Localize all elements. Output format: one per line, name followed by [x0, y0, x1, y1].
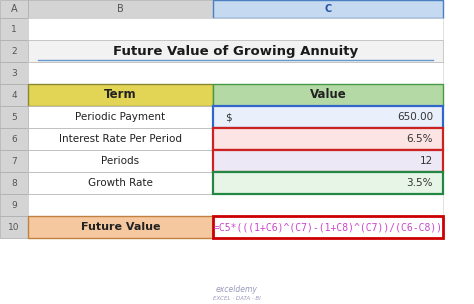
Text: 4: 4 [11, 91, 17, 99]
Text: Periodic Payment: Periodic Payment [75, 112, 165, 122]
Bar [213, 172, 443, 194]
Text: $: $ [225, 112, 232, 122]
Bar [28, 40, 443, 62]
Bar [28, 150, 213, 172]
Text: Term: Term [104, 88, 137, 102]
Bar [0, 18, 28, 40]
Text: A: A [11, 4, 18, 14]
Bar [213, 216, 443, 238]
Text: Interest Rate Per Period: Interest Rate Per Period [59, 134, 182, 144]
Text: 5: 5 [11, 112, 17, 122]
Text: Value: Value [310, 88, 346, 102]
Bar [213, 106, 443, 128]
Text: Future Value: Future Value [81, 222, 160, 232]
Text: 3.5%: 3.5% [407, 178, 433, 188]
Text: EXCEL · DATA · BI: EXCEL · DATA · BI [213, 295, 261, 300]
Text: 650.00: 650.00 [397, 112, 433, 122]
Text: 12: 12 [420, 156, 433, 166]
Text: 6.5%: 6.5% [407, 134, 433, 144]
Bar [28, 84, 213, 106]
Bar [0, 150, 28, 172]
Text: 3: 3 [11, 68, 17, 78]
Bar [0, 194, 28, 216]
Bar [28, 172, 213, 194]
Text: 6: 6 [11, 134, 17, 143]
Text: exceldemy: exceldemy [216, 285, 258, 295]
Bar [213, 128, 443, 150]
Bar [213, 0, 443, 18]
Bar [0, 40, 28, 62]
Text: 8: 8 [11, 178, 17, 188]
Bar [28, 0, 213, 18]
Bar [28, 194, 443, 216]
Bar [28, 128, 213, 150]
Text: 2: 2 [11, 47, 17, 56]
Bar [0, 128, 28, 150]
Text: 1: 1 [11, 25, 17, 33]
Bar [0, 216, 28, 238]
Text: =C5*(((1+C6)^(C7)-(1+C8)^(C7))/(C6-C8)): =C5*(((1+C6)^(C7)-(1+C8)^(C7))/(C6-C8)) [213, 222, 443, 232]
Text: C: C [324, 4, 332, 14]
Bar [213, 84, 443, 106]
Bar [0, 172, 28, 194]
Text: Future Value of Growing Annuity: Future Value of Growing Annuity [113, 44, 358, 57]
Bar [28, 62, 443, 84]
Text: 9: 9 [11, 201, 17, 209]
Text: 7: 7 [11, 157, 17, 165]
Text: Periods: Periods [101, 156, 139, 166]
Text: B: B [117, 4, 124, 14]
Bar [28, 216, 213, 238]
Bar [28, 106, 213, 128]
Bar [0, 62, 28, 84]
Text: 10: 10 [8, 223, 20, 232]
Bar [28, 18, 443, 40]
Bar [213, 150, 443, 172]
Bar [0, 84, 28, 106]
Bar [0, 106, 28, 128]
Text: Growth Rate: Growth Rate [88, 178, 153, 188]
Bar [0, 0, 28, 18]
